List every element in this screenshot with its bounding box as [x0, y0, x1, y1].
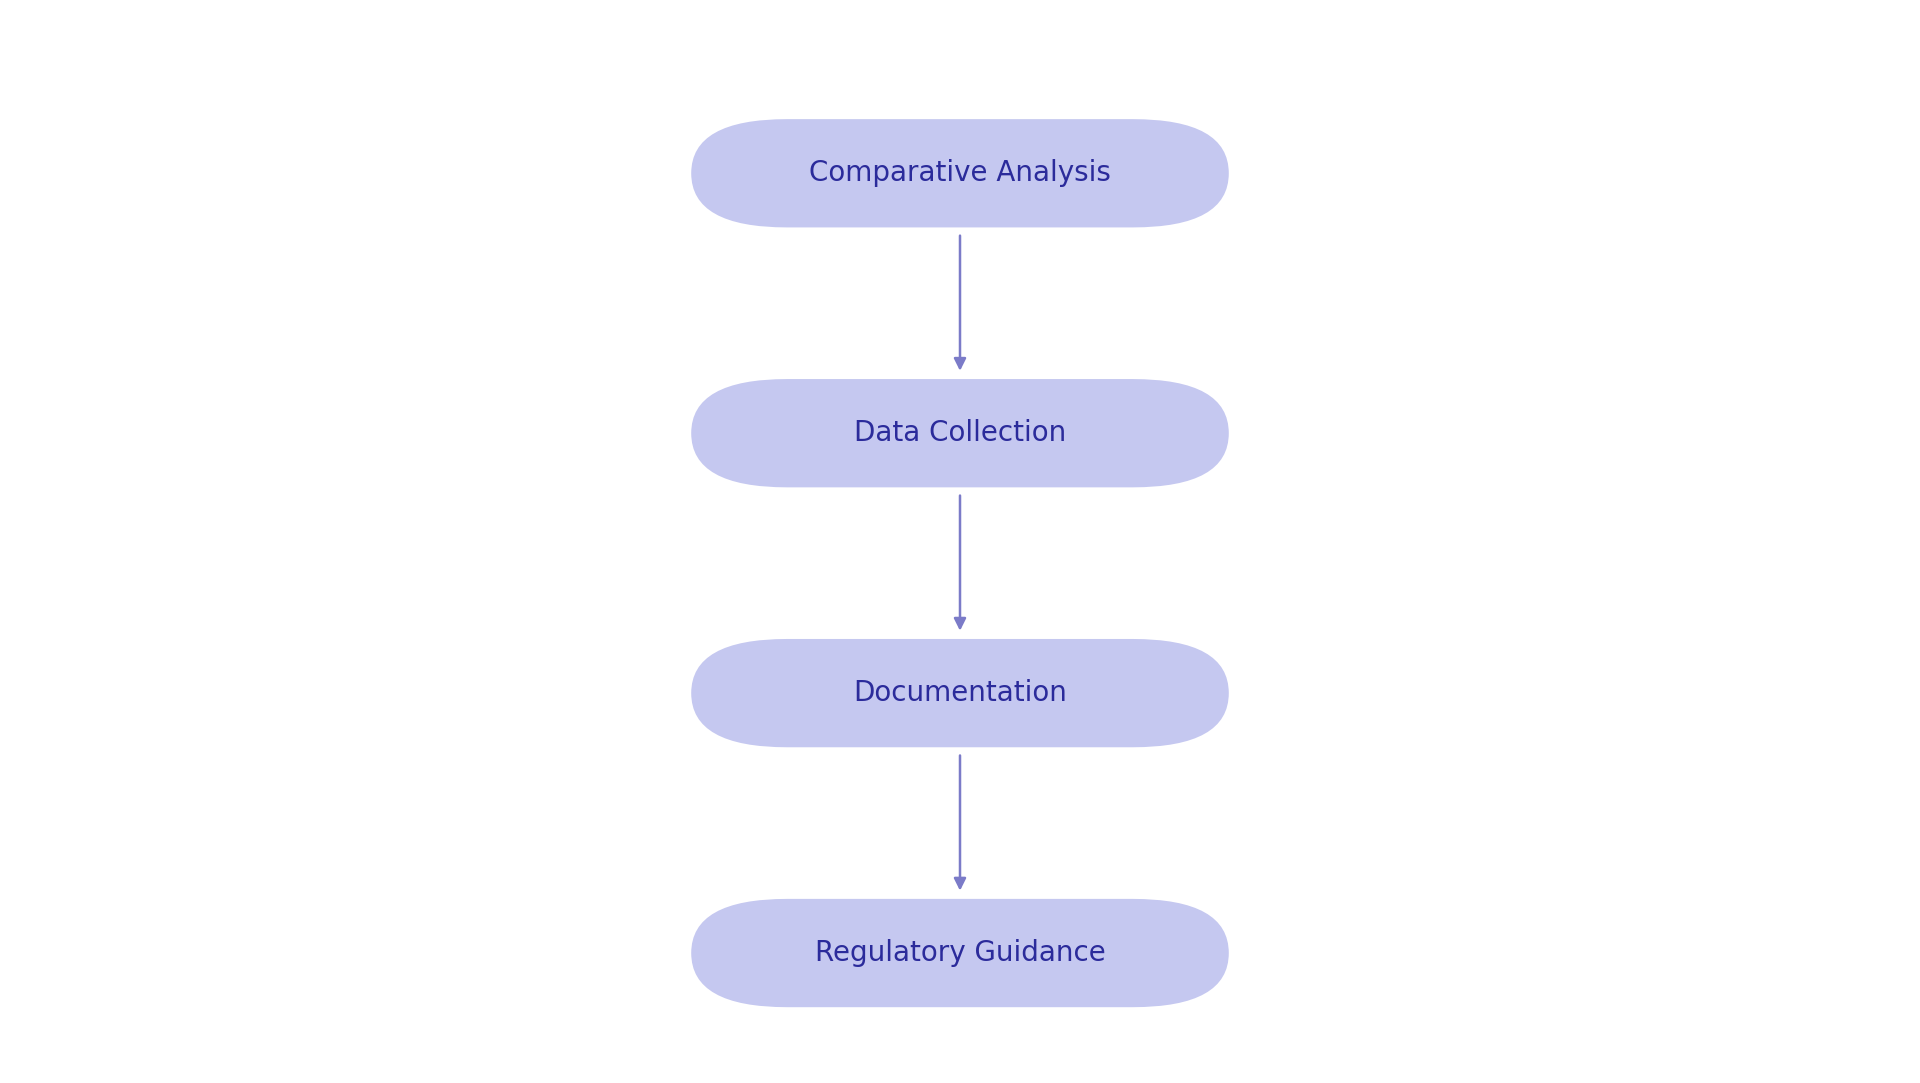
FancyBboxPatch shape — [691, 379, 1229, 487]
FancyBboxPatch shape — [691, 639, 1229, 747]
Text: Documentation: Documentation — [852, 679, 1068, 707]
Text: Data Collection: Data Collection — [854, 419, 1066, 447]
FancyBboxPatch shape — [691, 119, 1229, 227]
Text: Regulatory Guidance: Regulatory Guidance — [814, 939, 1106, 967]
FancyBboxPatch shape — [691, 899, 1229, 1007]
Text: Comparative Analysis: Comparative Analysis — [808, 159, 1112, 187]
